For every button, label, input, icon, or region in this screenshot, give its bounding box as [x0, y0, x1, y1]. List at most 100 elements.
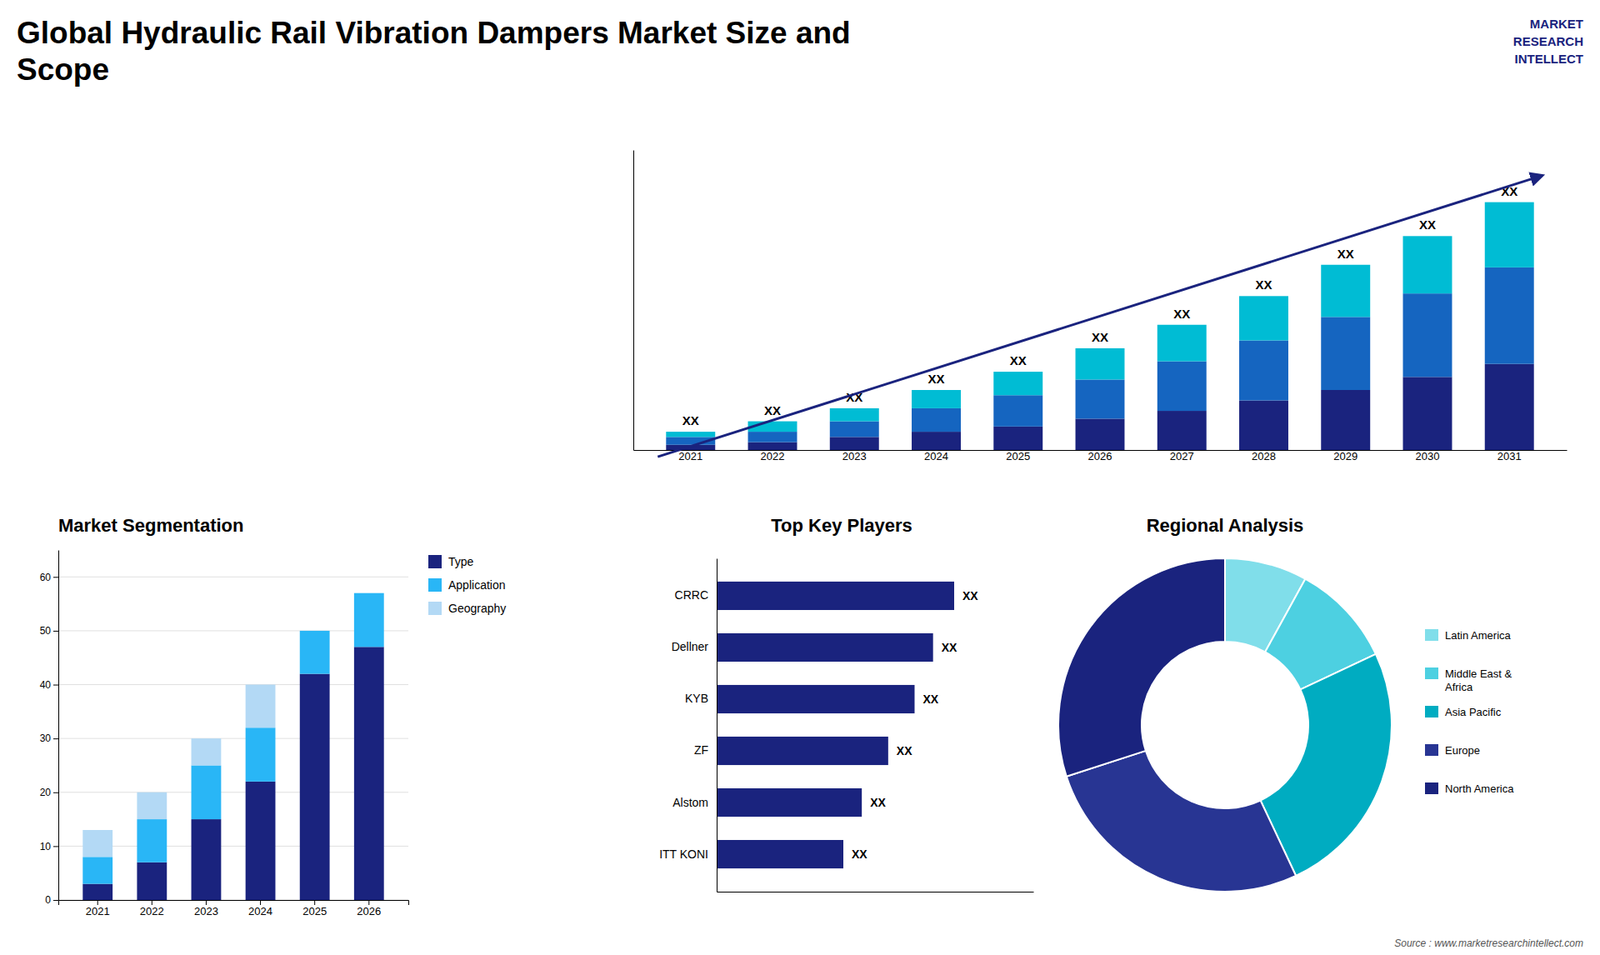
x-axis-tick-label: 2028 — [1251, 450, 1276, 463]
x-axis-tick-label: 2026 — [356, 905, 381, 918]
x-axis-tick: 2023 — [842, 450, 867, 463]
bar — [300, 630, 330, 631]
bar — [1485, 267, 1535, 365]
y-axis-tick-label: 40 — [40, 679, 52, 691]
x-axis-tick-label: 2023 — [194, 905, 219, 918]
chart-title: Top Key Players — [770, 515, 913, 536]
y-axis-tick-label: 20 — [40, 786, 52, 799]
bar — [82, 856, 113, 884]
bar — [354, 593, 385, 648]
data-label: XX — [682, 413, 700, 428]
x-axis-tick-label: 2022 — [760, 450, 785, 463]
x-axis-tick: 2026 — [1088, 450, 1113, 463]
legend-label: Application — [448, 578, 506, 592]
x-axis: 2021202220232024202520262027202820292030… — [634, 450, 1568, 463]
logo-text: MARKETRESEARCHINTELLECT — [1513, 16, 1584, 66]
y-axis-tick-label: 50 — [40, 625, 52, 637]
text-line: MARKET — [1530, 16, 1584, 31]
x-axis-tick: 2021 — [85, 900, 110, 918]
data-label: XX — [1419, 217, 1436, 232]
legend-swatch — [1425, 629, 1439, 641]
data-label: XX — [1337, 246, 1355, 261]
y-axis-tick-mark — [53, 685, 59, 686]
legend-swatch — [1425, 667, 1439, 680]
x-axis-tick-label: 2031 — [1497, 450, 1522, 463]
bar — [1320, 390, 1370, 450]
y-axis-tick-label: 10 — [40, 840, 52, 853]
bar — [993, 371, 1043, 395]
slice — [1066, 750, 1296, 892]
x-axis-tick: 2030 — [1415, 450, 1440, 463]
bar — [245, 685, 276, 729]
x-axis-tick: 2024 — [248, 900, 273, 918]
bar — [136, 792, 167, 820]
bar — [748, 431, 798, 443]
text-line: INTELLECT — [1515, 51, 1585, 66]
x-axis-tick: 2028 — [1251, 450, 1276, 463]
legend-swatch — [1425, 744, 1439, 756]
bar — [300, 674, 330, 900]
bar — [1157, 325, 1207, 362]
legend-item: Application — [428, 578, 506, 592]
legend-item: Geography — [428, 601, 506, 615]
y-axis-tick: Alstom — [672, 795, 717, 810]
y-axis-tick-mark — [53, 630, 59, 632]
bar — [716, 633, 934, 662]
data-label: XX — [941, 640, 958, 655]
x-axis-tick: 2031 — [1497, 450, 1522, 463]
y-axis-tick: ITT KONI — [659, 847, 717, 861]
legend-swatch — [1425, 782, 1439, 795]
y-axis-tick: CRRC — [675, 588, 717, 602]
x-axis-tick-label: 2021 — [678, 450, 703, 463]
legend-item: Type — [428, 555, 475, 569]
text-line: Global Hydraulic Rail Vibration Dampers … — [16, 15, 851, 50]
y-axis-tick-label: KYB — [685, 691, 709, 705]
bar — [245, 727, 276, 782]
bar — [136, 862, 167, 900]
y-axis: CRRC Dellner KYB ZF Alstom ITT KONI — [659, 559, 717, 893]
text-line: Asia Pacific — [1445, 705, 1502, 719]
x-axis-tick-label: 2025 — [302, 905, 327, 918]
legend-swatch — [1425, 705, 1439, 718]
y-axis: 0102030405060 — [40, 550, 60, 907]
x-axis-tick-label: 2029 — [1333, 450, 1358, 463]
bar — [716, 840, 844, 869]
y-axis — [633, 150, 635, 451]
data-label: XX — [1010, 353, 1027, 368]
x-axis-tick-label: 2024 — [924, 450, 949, 463]
data-label: XX — [1255, 277, 1272, 292]
legend-label: Geography — [448, 601, 506, 615]
legend-item: Latin America — [1425, 629, 1512, 642]
data-label: XX — [896, 744, 913, 758]
chart: XXXXXXXXXXXXXXXXXXXXXX202120222023202420… — [634, 150, 1568, 464]
bar — [911, 431, 961, 450]
y-axis-tick: Dellner — [671, 640, 717, 654]
x-axis-tick: 2027 — [1170, 450, 1195, 463]
bar — [1239, 340, 1289, 401]
x-axis-tick-label: 2030 — [1415, 450, 1440, 463]
data-label: XX — [851, 847, 868, 861]
trend-arrow — [657, 175, 1542, 457]
y-axis-tick: 0 — [45, 894, 59, 906]
grid — [58, 576, 409, 900]
bar — [716, 581, 955, 610]
y-axis-tick-label: ZF — [694, 743, 709, 757]
bar — [245, 781, 276, 900]
bar — [1157, 410, 1207, 450]
bar — [1239, 295, 1289, 340]
x-axis-tick-label: 2024 — [248, 905, 273, 918]
x-axis-tick: 2024 — [924, 450, 949, 463]
legend-swatch — [428, 555, 442, 569]
y-axis-line — [716, 559, 718, 893]
y-axis-tick-label: CRRC — [675, 588, 709, 602]
x-axis-tick-label: 2023 — [842, 450, 867, 463]
x-axis-tick: 2029 — [1333, 450, 1358, 463]
bar — [1075, 379, 1125, 419]
bar — [830, 408, 880, 422]
bar — [1157, 361, 1207, 411]
bar — [354, 646, 385, 900]
bar — [136, 819, 167, 863]
y-axis-tick-mark — [53, 738, 59, 740]
x-axis-tick: 2022 — [140, 900, 165, 918]
page-title: Global Hydraulic Rail Vibration Dampers … — [16, 15, 851, 87]
